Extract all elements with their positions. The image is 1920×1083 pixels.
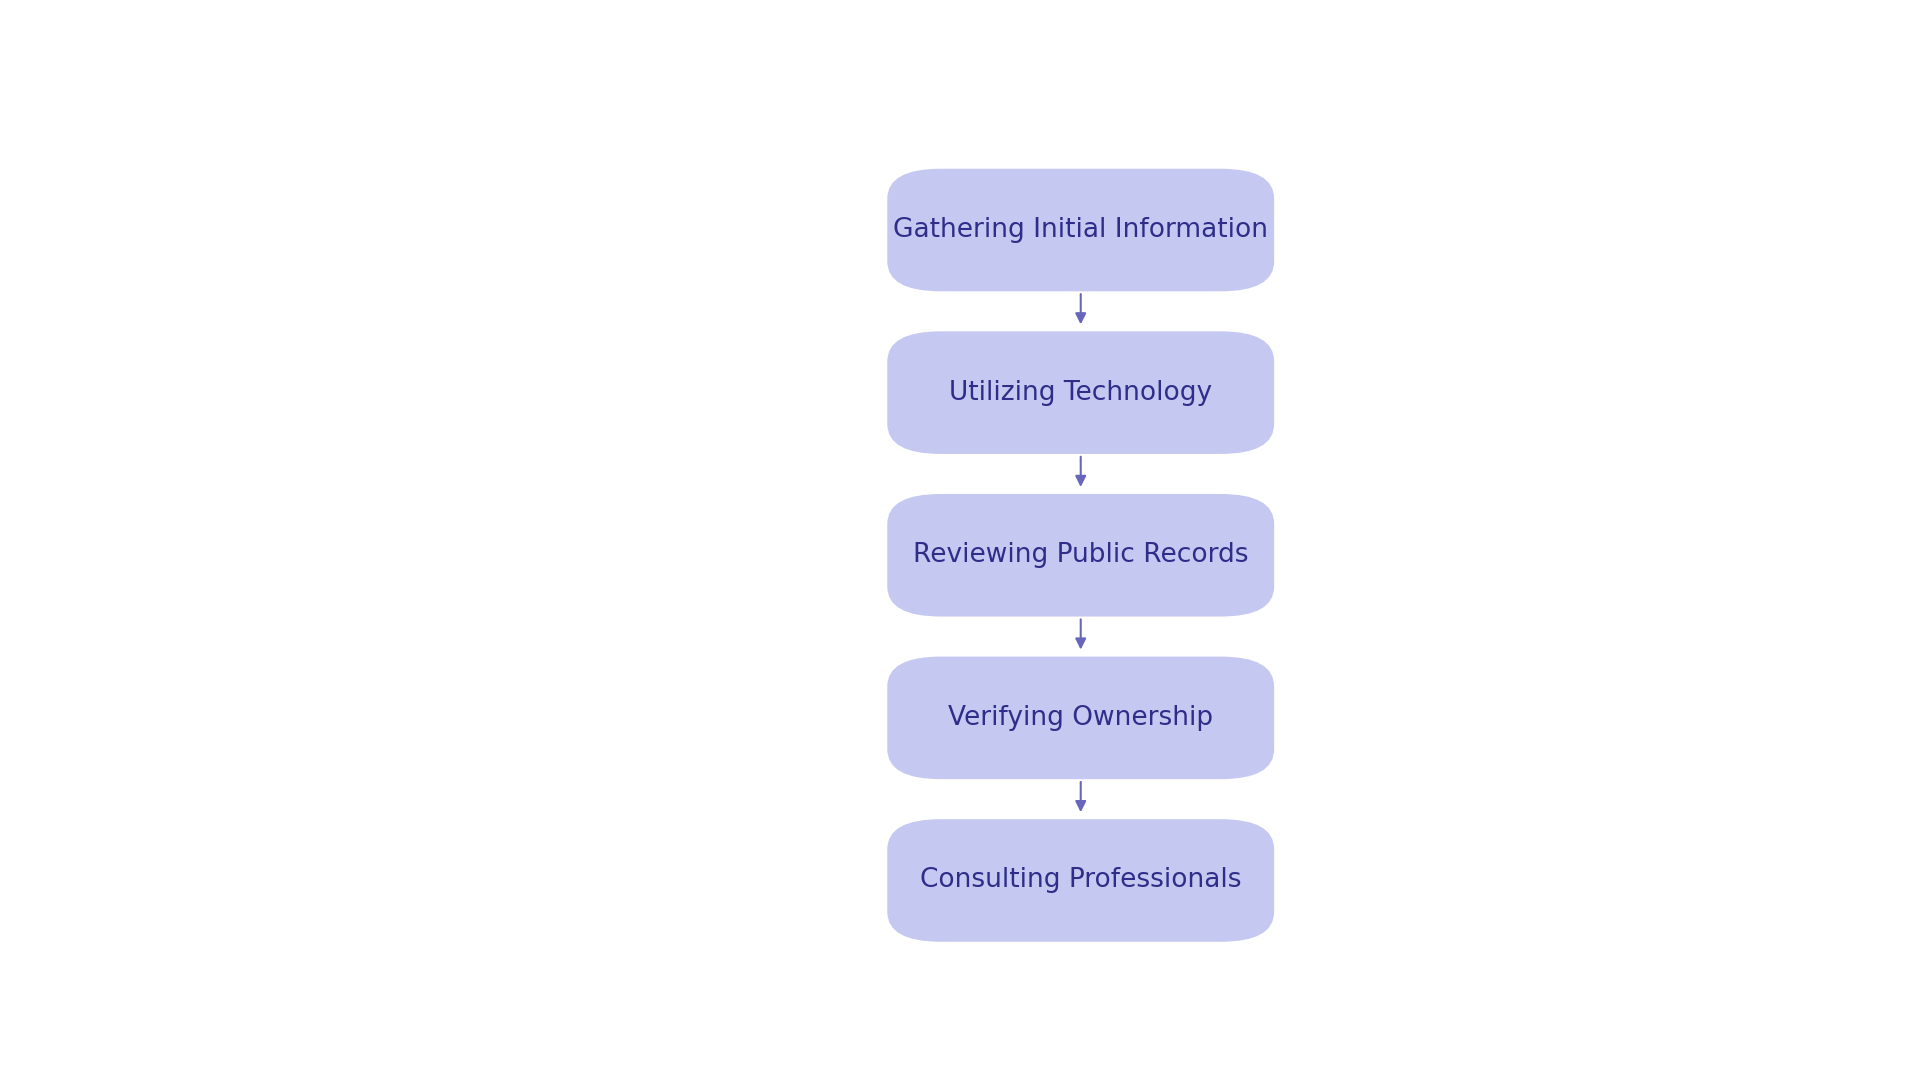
FancyBboxPatch shape [887, 169, 1275, 291]
FancyBboxPatch shape [887, 656, 1275, 779]
Text: Utilizing Technology: Utilizing Technology [948, 380, 1212, 406]
Text: Consulting Professionals: Consulting Professionals [920, 867, 1242, 893]
FancyBboxPatch shape [887, 819, 1275, 942]
FancyBboxPatch shape [887, 331, 1275, 454]
Text: Gathering Initial Information: Gathering Initial Information [893, 217, 1269, 243]
FancyBboxPatch shape [887, 494, 1275, 616]
Text: Reviewing Public Records: Reviewing Public Records [914, 543, 1248, 569]
Text: Verifying Ownership: Verifying Ownership [948, 705, 1213, 731]
